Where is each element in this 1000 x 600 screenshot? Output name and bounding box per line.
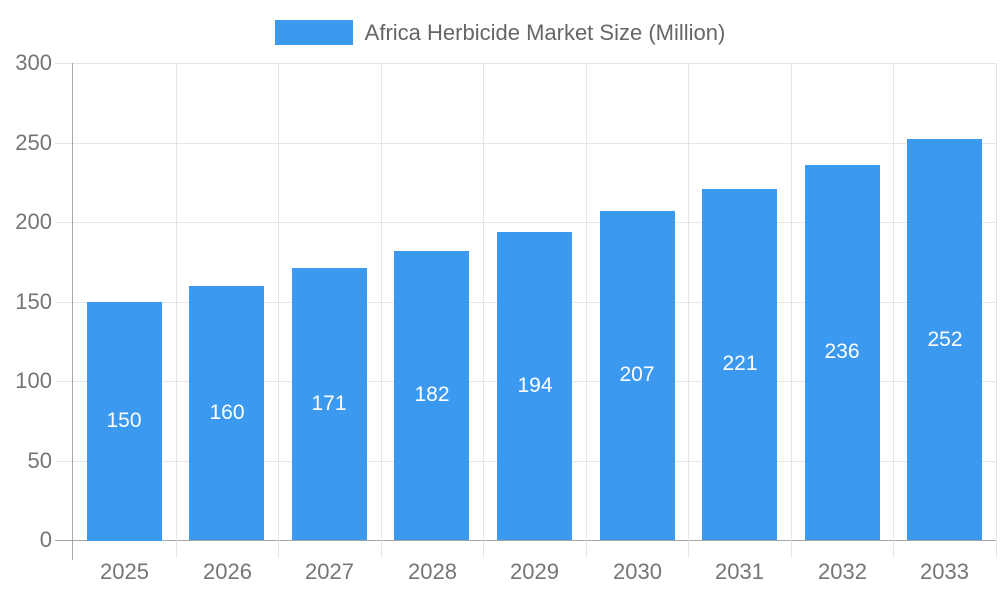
legend-label: Africa Herbicide Market Size (Million) xyxy=(364,20,726,45)
y-axis-line xyxy=(72,63,73,560)
bar-value-label: 221 xyxy=(722,352,758,375)
y-axis-tick-label: 100 xyxy=(15,368,52,393)
gridline-vertical xyxy=(996,63,997,540)
x-axis-tick-mark xyxy=(791,540,792,558)
legend-swatch xyxy=(274,20,353,45)
bar-value-label: 252 xyxy=(927,328,963,351)
bar-value-label: 194 xyxy=(517,374,553,397)
chart-legend[interactable]: Africa Herbicide Market Size (Million) xyxy=(0,20,1000,45)
y-axis-tick-label: 0 xyxy=(39,527,52,552)
y-axis-tick-label: 250 xyxy=(15,130,52,155)
gridline-vertical xyxy=(176,63,177,540)
x-axis-tick-label: 2031 xyxy=(715,559,764,584)
x-axis-baseline xyxy=(55,540,996,541)
x-axis-tick-mark xyxy=(176,540,177,558)
bar-value-label: 160 xyxy=(209,401,245,424)
x-axis-tick-mark xyxy=(688,540,689,558)
x-axis-tick-label: 2032 xyxy=(818,559,867,584)
bar-value-label: 182 xyxy=(414,383,450,406)
x-axis-tick-label: 2030 xyxy=(613,559,662,584)
x-axis-tick-label: 2026 xyxy=(203,559,252,584)
gridline-horizontal xyxy=(55,143,996,144)
gridline-horizontal xyxy=(55,222,996,223)
x-axis-tick-label: 2025 xyxy=(100,559,149,584)
x-axis-tick-mark xyxy=(586,540,587,558)
bar-value-label: 236 xyxy=(824,340,860,363)
x-axis-tick-mark xyxy=(381,540,382,558)
bar xyxy=(394,251,469,540)
gridline-vertical xyxy=(381,63,382,540)
gridline-vertical xyxy=(278,63,279,540)
gridline-vertical xyxy=(893,63,894,540)
x-axis-tick-mark xyxy=(893,540,894,558)
bar xyxy=(907,139,982,540)
gridline-horizontal xyxy=(55,63,996,64)
gridline-vertical xyxy=(586,63,587,540)
bar xyxy=(292,268,367,540)
y-axis-tick-label: 200 xyxy=(15,209,52,234)
y-axis-tick-label: 50 xyxy=(27,448,52,473)
y-axis-tick-label: 150 xyxy=(15,289,52,314)
bar xyxy=(600,211,675,540)
bar xyxy=(497,232,572,540)
gridline-vertical xyxy=(688,63,689,540)
x-axis-tick-label: 2033 xyxy=(920,559,969,584)
x-axis-tick-label: 2029 xyxy=(510,559,559,584)
x-axis-tick-mark xyxy=(483,540,484,558)
bar-value-label: 150 xyxy=(106,409,142,432)
gridline-vertical xyxy=(791,63,792,540)
bar xyxy=(702,189,777,540)
gridline-vertical xyxy=(483,63,484,540)
bar xyxy=(87,302,162,541)
y-axis-tick-label: 300 xyxy=(15,50,52,75)
bar-value-label: 207 xyxy=(619,363,655,386)
bar xyxy=(189,286,264,540)
x-axis-tick-label: 2028 xyxy=(408,559,457,584)
x-axis-tick-mark xyxy=(278,540,279,558)
bar xyxy=(805,165,880,540)
x-axis-tick-mark xyxy=(996,540,997,558)
bar-value-label: 171 xyxy=(311,392,347,415)
x-axis-tick-label: 2027 xyxy=(305,559,354,584)
